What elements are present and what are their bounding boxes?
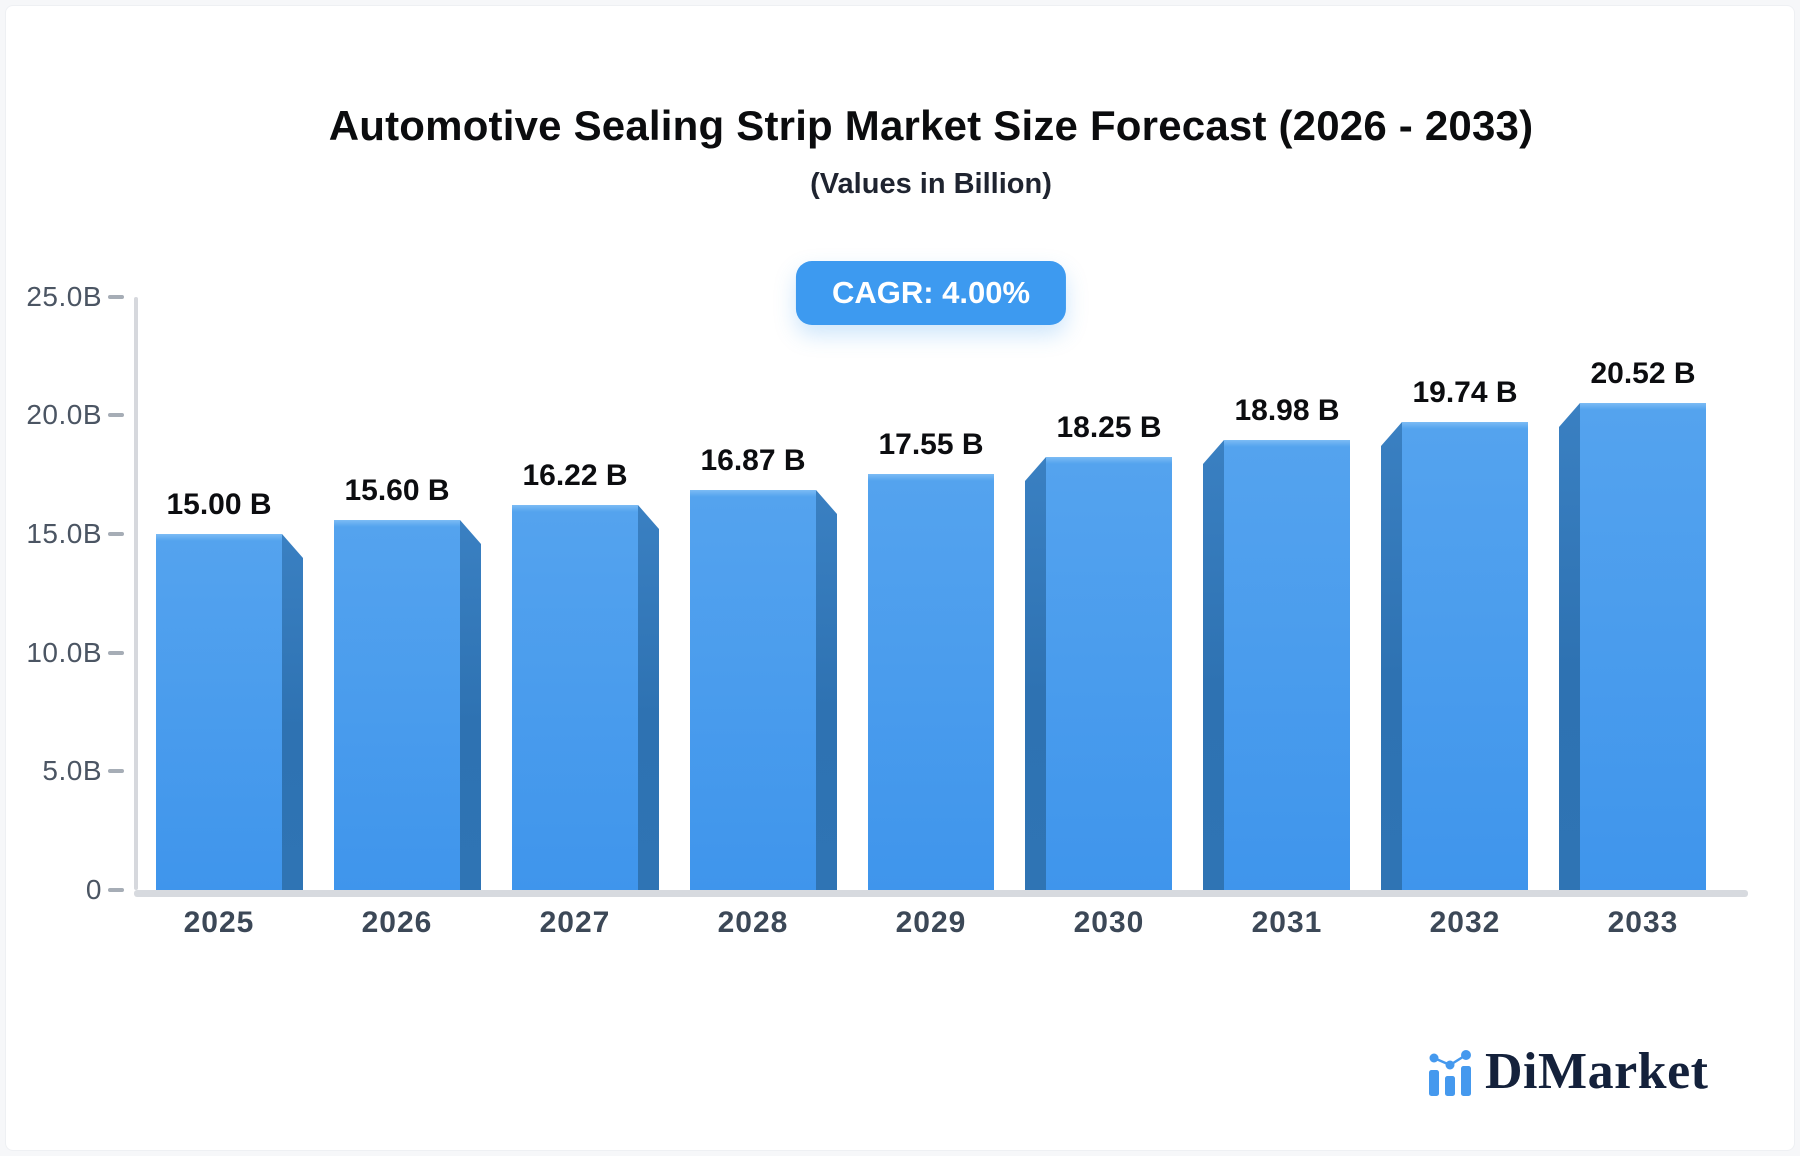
x-axis-category-label: 2029 — [895, 906, 967, 939]
bar-side-face — [1381, 422, 1402, 890]
x-axis-category-label: 2025 — [183, 906, 255, 939]
bar-side-face — [816, 490, 837, 890]
bar — [512, 505, 638, 890]
bar-side-face — [1203, 440, 1224, 890]
bar-value-label: 18.25 B — [1056, 411, 1162, 444]
bar-value-label: 20.52 B — [1590, 357, 1696, 390]
y-axis-tick-label: 10.0B — [26, 636, 102, 668]
bar — [1580, 403, 1706, 890]
y-axis-tick — [108, 888, 124, 892]
bar-value-label: 16.22 B — [522, 459, 628, 492]
x-axis-category-label: 2031 — [1251, 906, 1323, 939]
chart-title: Automotive Sealing Strip Market Size For… — [328, 102, 1534, 149]
y-axis-tick — [108, 413, 124, 418]
bar-side-face — [282, 534, 303, 890]
bar — [334, 520, 460, 890]
y-axis-tick — [108, 532, 124, 537]
x-axis-category-label: 2028 — [717, 906, 789, 939]
x-axis-category-label: 2033 — [1607, 906, 1679, 939]
chart-subtitle: (Values in Billion) — [810, 168, 1052, 200]
y-axis-tick-label: 0 — [85, 874, 102, 905]
brand-logo-icon — [1429, 1050, 1471, 1096]
bar — [1402, 422, 1528, 890]
bar-value-label: 19.74 B — [1412, 376, 1518, 409]
bar-value-label: 16.87 B — [700, 444, 806, 477]
x-axis-category-label: 2032 — [1429, 906, 1501, 939]
cagr-badge: CAGR: 4.00% — [795, 261, 1067, 325]
y-axis-tick — [108, 650, 124, 655]
bar-side-face — [460, 520, 481, 890]
bar — [1046, 457, 1172, 890]
bar — [868, 474, 994, 890]
bar — [156, 534, 282, 890]
y-axis-line — [134, 296, 138, 890]
bar-side-face — [1025, 457, 1046, 890]
x-axis-baseline — [134, 890, 1748, 897]
x-axis-category-label: 2027 — [539, 906, 611, 939]
x-axis-category-label: 2026 — [361, 906, 433, 939]
chart-card: Automotive Sealing Strip Market Size For… — [5, 5, 1795, 1151]
bar-value-label: 15.60 B — [344, 474, 450, 507]
brand-logo: DiMarket — [1428, 1043, 1709, 1100]
x-axis-category-label: 2030 — [1073, 906, 1145, 939]
bar-side-face — [638, 505, 659, 890]
bar — [1224, 440, 1350, 890]
y-axis-tick-label: 25.0B — [26, 280, 102, 312]
y-axis-tick-label: 15.0B — [26, 518, 102, 550]
bar-value-label: 15.00 B — [166, 488, 272, 521]
bar-value-label: 18.98 B — [1234, 394, 1340, 427]
y-axis-tick — [108, 769, 124, 774]
bar-chart: 25.0B 20.0B 15.0B 10.0B 5.0B 0 15.00 B 2025 15.6… — [6, 6, 1794, 1150]
y-axis-tick — [108, 294, 124, 299]
y-axis-tick-label: 20.0B — [26, 399, 102, 431]
bar-side-face — [1559, 403, 1580, 890]
y-axis-tick-label: 5.0B — [42, 755, 102, 787]
brand-logo-text: DiMarket — [1485, 1043, 1709, 1100]
bar-value-label: 17.55 B — [878, 428, 984, 461]
bar — [690, 490, 816, 890]
